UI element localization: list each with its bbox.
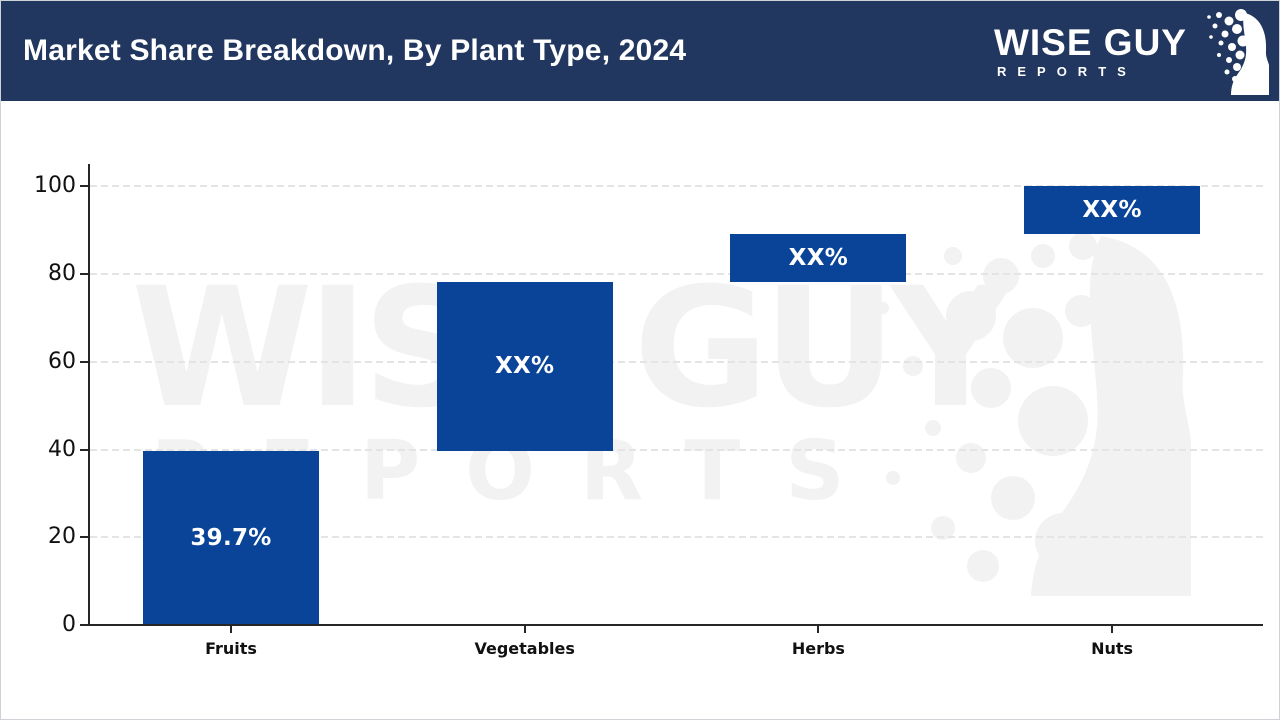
bar-fruits: 39.7% <box>143 450 319 625</box>
x-tick <box>230 626 232 633</box>
x-axis-label-herbs: Herbs <box>791 639 845 658</box>
x-tick <box>523 626 526 633</box>
y-tick <box>80 624 88 626</box>
bar-nuts: XX% <box>1024 186 1201 234</box>
page-title: Market Share Breakdown, By Plant Type, 2… <box>23 34 687 67</box>
y-tick <box>80 185 88 188</box>
y-tick-label: 100 <box>34 173 76 199</box>
bar-vegetables: XX% <box>436 281 613 451</box>
x-axis-label-nuts: Nuts <box>1091 639 1134 658</box>
y-tick <box>80 360 88 363</box>
gridline-100 <box>90 185 1263 188</box>
header-bar: Market Share Breakdown, By Plant Type, 2… <box>1 1 1279 101</box>
y-axis-line <box>88 164 90 626</box>
y-tick <box>80 536 88 539</box>
y-tick-label: 60 <box>48 348 76 374</box>
x-tick <box>1111 626 1114 633</box>
x-tick <box>817 626 820 633</box>
gridline-60 <box>90 360 1263 363</box>
bar-value-label: XX% <box>1082 197 1142 224</box>
y-tick-label: 0 <box>62 612 76 637</box>
wiseguy-head-icon <box>1207 9 1269 95</box>
x-axis-line <box>88 624 1263 626</box>
y-tick-label: 40 <box>48 436 76 462</box>
gridline-40 <box>90 448 1263 451</box>
logo: WISE GUY REPORTS <box>994 1 1269 101</box>
bar-value-label: 39.7% <box>190 524 272 551</box>
gridline-80 <box>90 273 1263 276</box>
bar-herbs: XX% <box>730 233 907 282</box>
logo-text: WISE GUY REPORTS <box>994 24 1187 79</box>
bar-value-label: XX% <box>788 244 849 271</box>
y-tick <box>80 273 88 276</box>
logo-wordmark: WISE GUY <box>993 21 1187 63</box>
x-axis-label-fruits: Fruits <box>205 639 257 658</box>
y-tick <box>80 448 88 451</box>
logo-reports-label: REPORTS <box>996 63 1137 79</box>
x-axis-label-vegetables: Vegetables <box>474 639 575 658</box>
bar-value-label: XX% <box>494 353 555 380</box>
y-tick-label: 20 <box>48 524 76 550</box>
y-tick-label: 80 <box>48 261 76 287</box>
watermark-head-icon <box>877 232 1191 596</box>
gridline-20 <box>90 536 1263 539</box>
